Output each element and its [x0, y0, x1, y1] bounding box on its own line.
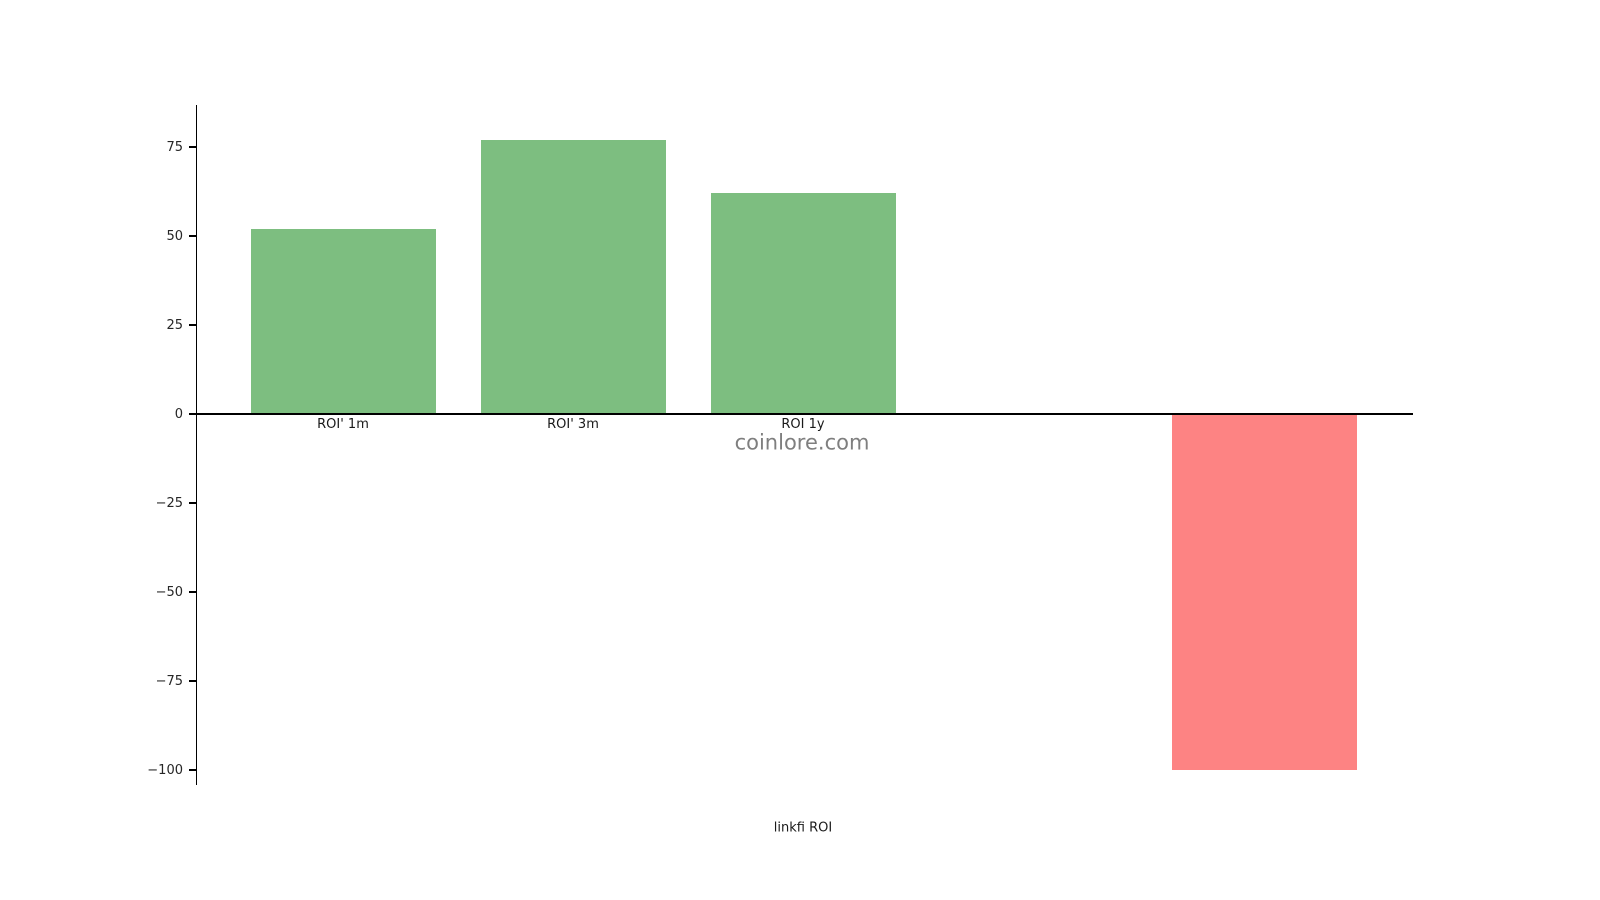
y-axis-tick-label: −75 — [155, 673, 183, 689]
y-axis-tick — [189, 324, 196, 326]
y-axis-tick — [189, 235, 196, 237]
roi-bar — [250, 228, 436, 414]
y-axis-tick — [189, 502, 196, 504]
y-axis-tick-label: 25 — [166, 317, 183, 333]
y-axis-spine — [196, 105, 198, 785]
roi-bar — [710, 193, 896, 414]
coinlore-watermark: coinlore.com — [734, 430, 870, 455]
y-axis-tick-label: −50 — [155, 584, 183, 600]
x-category-label: ROI' 3m — [547, 417, 599, 432]
chart-title: linkfi ROI — [773, 820, 833, 836]
y-axis-tick-label: −100 — [147, 762, 183, 778]
y-axis-tick — [189, 769, 196, 771]
roi-bar — [1171, 414, 1357, 770]
y-axis-tick-label: 50 — [166, 228, 183, 244]
y-axis-tick-label: −25 — [155, 495, 183, 511]
y-axis-tick — [189, 146, 196, 148]
x-category-label: ROI' 1m — [317, 417, 369, 432]
y-axis-tick — [189, 413, 196, 415]
roi-bar — [480, 139, 666, 414]
x-axis-line — [196, 413, 1413, 415]
y-axis-tick — [189, 680, 196, 682]
y-axis-tick-label: 0 — [174, 406, 183, 422]
x-category-label: ROI 1y — [781, 417, 825, 432]
y-axis-tick — [189, 591, 196, 593]
y-axis-tick-label: 75 — [166, 139, 183, 155]
